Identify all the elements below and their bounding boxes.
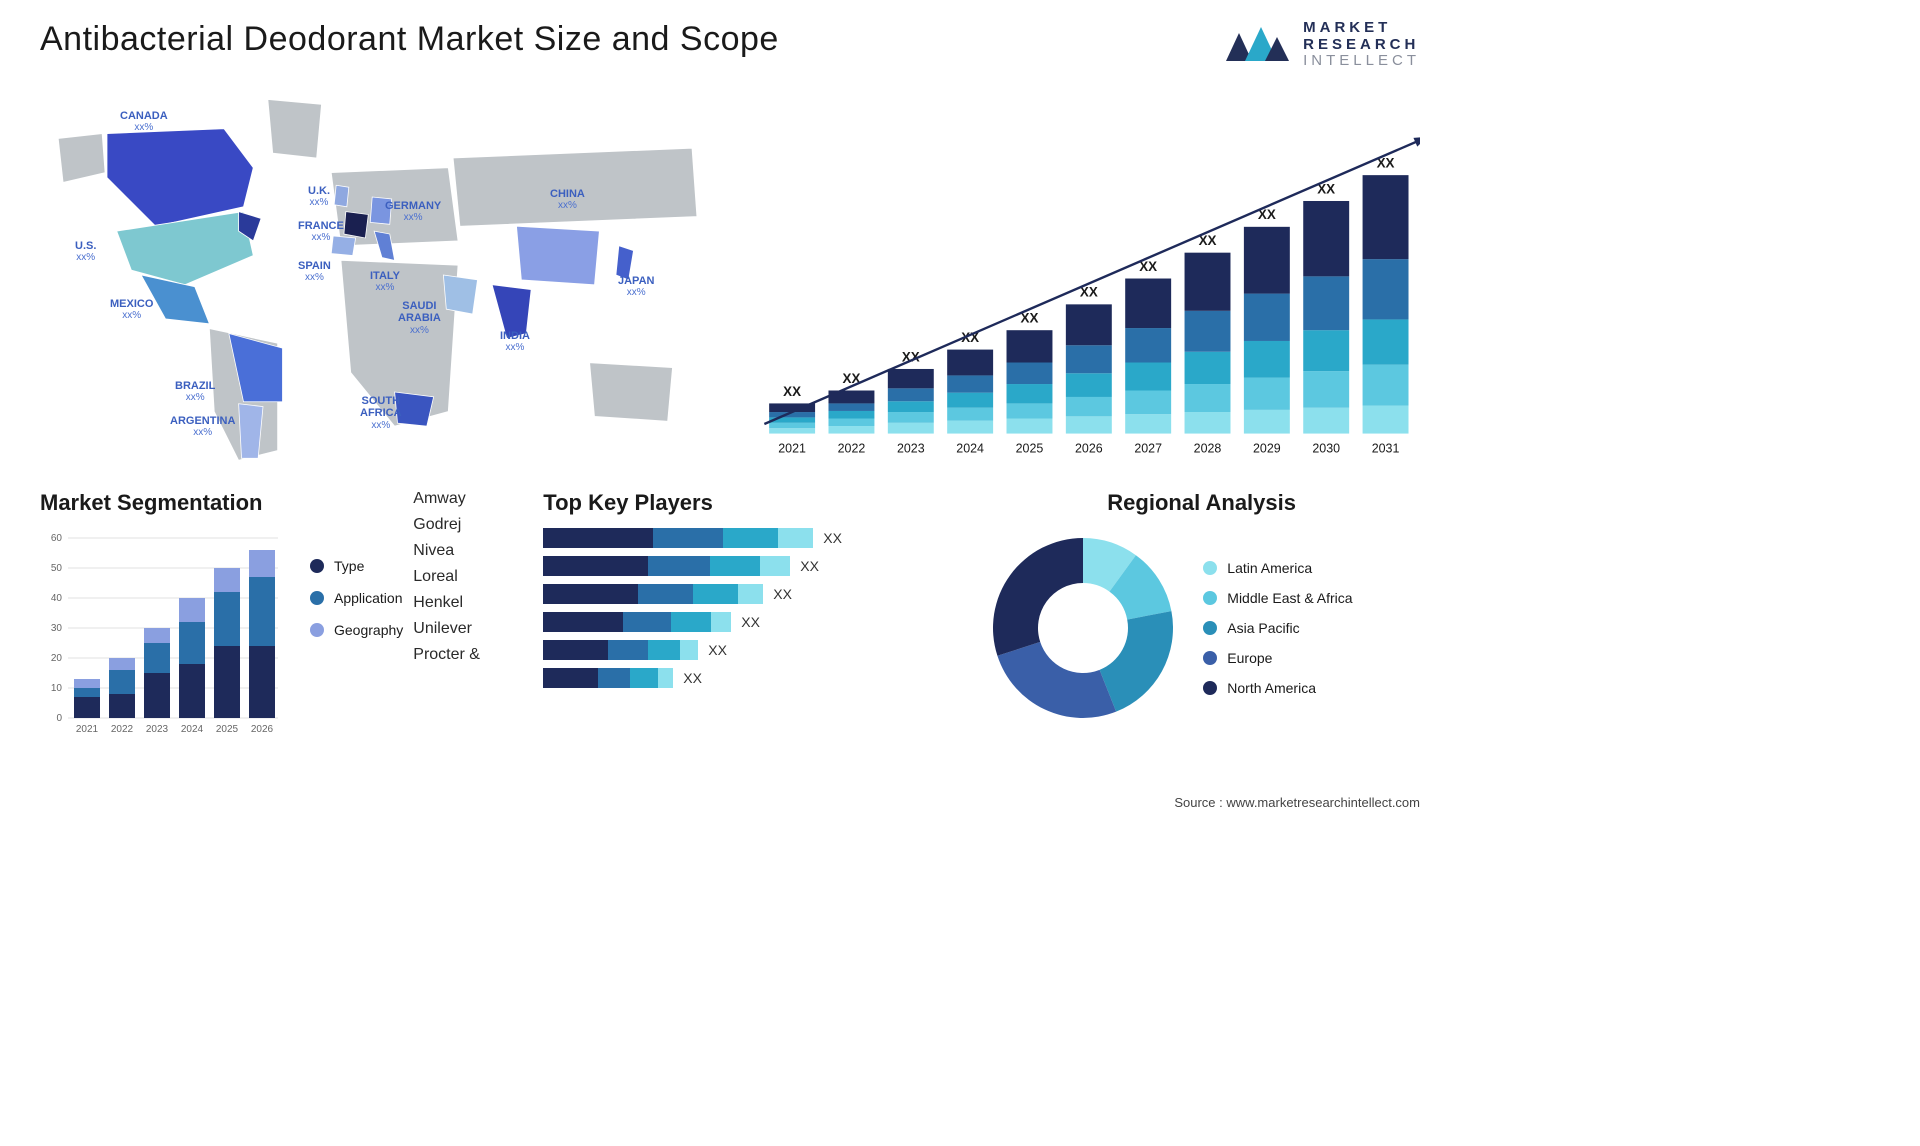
ra-legend-item: Latin America	[1203, 560, 1352, 576]
svg-text:2023: 2023	[146, 724, 169, 735]
map-label: FRANCExx%	[298, 220, 344, 244]
ra-legend-item: Asia Pacific	[1203, 620, 1352, 636]
map-label: SOUTHAFRICAxx%	[360, 395, 402, 432]
top-key-players-section: Top Key Players XX XX XX XX XX XX	[543, 490, 973, 753]
tkp-title: Top Key Players	[543, 490, 973, 516]
tkp-row: XX	[543, 556, 973, 576]
map-label: SAUDIARABIAxx%	[398, 300, 441, 337]
tkp-row: XX	[543, 640, 973, 660]
svg-text:2023: 2023	[897, 441, 925, 455]
source-text: Source : www.marketresearchintellect.com	[1174, 795, 1420, 810]
legend-item: Geography	[310, 622, 403, 638]
tkp-row: XX	[543, 612, 973, 632]
map-label: SPAINxx%	[298, 260, 331, 284]
player-name: Nivea	[413, 542, 533, 560]
svg-text:20: 20	[51, 653, 63, 664]
regional-analysis-section: Regional Analysis Latin America Middle Ea…	[983, 490, 1420, 753]
svg-text:2024: 2024	[181, 724, 204, 735]
map-label: CHINAxx%	[550, 188, 585, 212]
tkp-chart: XX XX XX XX XX XX	[543, 528, 973, 688]
svg-text:0: 0	[56, 713, 62, 724]
map-label: CANADAxx%	[120, 110, 168, 134]
map-label: U.S.xx%	[75, 240, 96, 264]
svg-text:2026: 2026	[1075, 441, 1103, 455]
player-name: Godrej	[413, 516, 533, 534]
world-map: CANADAxx% U.S.xx% MEXICOxx% BRAZILxx% ARGENT…	[40, 80, 720, 470]
svg-text:40: 40	[51, 593, 63, 604]
svg-text:2027: 2027	[1134, 441, 1162, 455]
svg-text:2030: 2030	[1312, 441, 1340, 455]
segmentation-chart: 0 10 20 30 40 50 60 2021 2022 2023 2024 2025 2026	[40, 528, 290, 753]
svg-text:30: 30	[51, 623, 63, 634]
player-name: Amway	[413, 490, 533, 508]
map-label: MEXICOxx%	[110, 298, 153, 322]
svg-text:2025: 2025	[216, 724, 239, 735]
growth-chart: XX2021XX2022XX2023XX2024XX2025XX2026XX20…	[750, 80, 1420, 470]
player-name: Loreal	[413, 568, 533, 586]
segmentation-title: Market Segmentation	[40, 490, 403, 516]
svg-text:2021: 2021	[76, 724, 99, 735]
logo-text: MARKET RESEARCH INTELLECT	[1303, 20, 1420, 70]
player-name: Unilever	[413, 620, 533, 638]
legend-item: Type	[310, 558, 403, 574]
market-segmentation-section: Market Segmentation 0 10 20 30 40 50 60 2021 202…	[40, 490, 533, 753]
player-name: Procter &	[413, 646, 533, 664]
map-label: U.K.xx%	[308, 185, 330, 209]
svg-text:2026: 2026	[251, 724, 274, 735]
svg-text:60: 60	[51, 533, 63, 544]
legend-item: Application	[310, 590, 403, 606]
svg-text:2031: 2031	[1372, 441, 1400, 455]
svg-text:2022: 2022	[111, 724, 134, 735]
ra-title: Regional Analysis	[983, 490, 1420, 516]
svg-text:2025: 2025	[1016, 441, 1044, 455]
page-title: Antibacterial Deodorant Market Size and …	[40, 20, 779, 59]
svg-text:2022: 2022	[838, 441, 866, 455]
players-names-list: Amway Godrej Nivea Loreal Henkel Unilever Proc…	[403, 490, 533, 753]
svg-text:2021: 2021	[778, 441, 806, 455]
logo-mark-icon	[1221, 21, 1291, 69]
map-label: BRAZILxx%	[175, 380, 215, 404]
map-label: GERMANYxx%	[385, 200, 441, 224]
map-label: JAPANxx%	[618, 275, 654, 299]
svg-text:XX: XX	[783, 383, 801, 398]
tkp-row: XX	[543, 528, 973, 548]
svg-text:50: 50	[51, 563, 63, 574]
donut-chart	[983, 528, 1183, 728]
svg-text:2028: 2028	[1194, 441, 1222, 455]
tkp-row: XX	[543, 584, 973, 604]
map-label: INDIAxx%	[500, 330, 530, 354]
map-label: ITALYxx%	[370, 270, 400, 294]
svg-text:2029: 2029	[1253, 441, 1281, 455]
map-label: ARGENTINAxx%	[170, 415, 235, 439]
segmentation-legend: Type Application Geography	[310, 558, 403, 638]
brand-logo: MARKET RESEARCH INTELLECT	[1221, 20, 1420, 70]
tkp-row: XX	[543, 668, 973, 688]
ra-legend-item: North America	[1203, 680, 1352, 696]
svg-text:10: 10	[51, 683, 63, 694]
ra-legend-item: Europe	[1203, 650, 1352, 666]
ra-legend-item: Middle East & Africa	[1203, 590, 1352, 606]
ra-legend: Latin America Middle East & Africa Asia Pa…	[1203, 560, 1352, 696]
svg-text:2024: 2024	[956, 441, 984, 455]
player-name: Henkel	[413, 594, 533, 612]
